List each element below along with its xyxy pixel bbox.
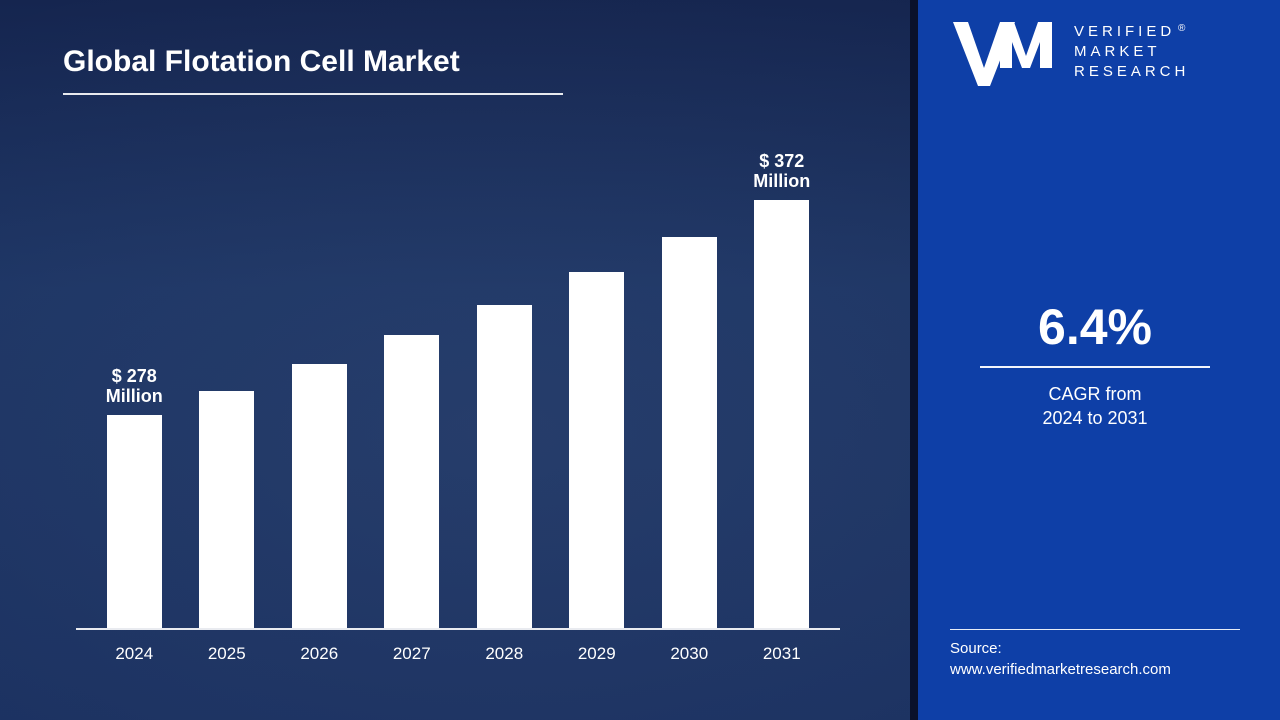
bar-chart: $ 278Million$ 372Million 202420252026202… xyxy=(70,200,840,630)
x-axis-label: 2024 xyxy=(88,644,181,664)
page-title: Global Flotation Cell Market xyxy=(0,0,910,79)
bar-slot xyxy=(551,263,644,628)
bar xyxy=(477,305,532,628)
cagr-caption-line2: 2024 to 2031 xyxy=(1042,406,1147,430)
source-block: Source: www.verifiedmarketresearch.com xyxy=(950,629,1240,681)
bar-slot: $ 372Million xyxy=(736,151,829,628)
bar xyxy=(199,391,254,628)
bar xyxy=(107,415,162,628)
vmr-logo-icon xyxy=(950,16,1060,88)
bars-container: $ 278Million$ 372Million xyxy=(76,200,840,628)
bar-slot xyxy=(366,326,459,628)
brand-text: VERIFIED ® MARKET RESEARCH xyxy=(1074,22,1189,83)
source-rule xyxy=(950,629,1240,631)
x-axis-label: 2030 xyxy=(643,644,736,664)
bar-slot xyxy=(458,296,551,628)
cagr-block: 6.4% CAGR from 2024 to 2031 xyxy=(910,298,1280,431)
x-axis-label: 2027 xyxy=(366,644,459,664)
bar-value-label: $ 278Million xyxy=(106,366,163,407)
chart-panel: Global Flotation Cell Market $ 278Millio… xyxy=(0,0,910,720)
stats-panel: VERIFIED ® MARKET RESEARCH 6.4% CAGR fro… xyxy=(910,0,1280,720)
cagr-caption: CAGR from 2024 to 2031 xyxy=(1042,382,1147,431)
bar xyxy=(754,200,809,628)
x-axis-label: 2025 xyxy=(181,644,274,664)
bar xyxy=(569,272,624,628)
x-axis-label: 2028 xyxy=(458,644,551,664)
title-underline xyxy=(63,93,563,95)
cagr-value: 6.4% xyxy=(1038,298,1152,356)
cagr-underline xyxy=(980,366,1210,368)
brand-line3: RESEARCH xyxy=(1074,62,1189,82)
bar xyxy=(292,364,347,628)
bar-slot xyxy=(643,228,736,628)
x-axis-label: 2029 xyxy=(551,644,644,664)
plot-area: $ 278Million$ 372Million xyxy=(76,200,840,630)
infographic-root: Global Flotation Cell Market $ 278Millio… xyxy=(0,0,1280,720)
brand-line1: VERIFIED xyxy=(1074,23,1175,40)
brand-logo: VERIFIED ® MARKET RESEARCH xyxy=(910,0,1280,88)
bar-slot xyxy=(181,382,274,628)
x-axis-line xyxy=(76,628,840,630)
x-axis-labels: 20242025202620272028202920302031 xyxy=(76,644,840,664)
bar-slot xyxy=(273,355,366,628)
registered-mark: ® xyxy=(1175,23,1185,34)
bar xyxy=(384,335,439,628)
bar xyxy=(662,237,717,628)
bar-value-label: $ 372Million xyxy=(753,151,810,192)
x-axis-label: 2026 xyxy=(273,644,366,664)
cagr-caption-line1: CAGR from xyxy=(1042,382,1147,406)
source-url: www.verifiedmarketresearch.com xyxy=(950,659,1240,680)
bar-slot: $ 278Million xyxy=(88,366,181,628)
brand-line2: MARKET xyxy=(1074,42,1189,62)
source-label: Source: xyxy=(950,638,1240,659)
x-axis-label: 2031 xyxy=(736,644,829,664)
